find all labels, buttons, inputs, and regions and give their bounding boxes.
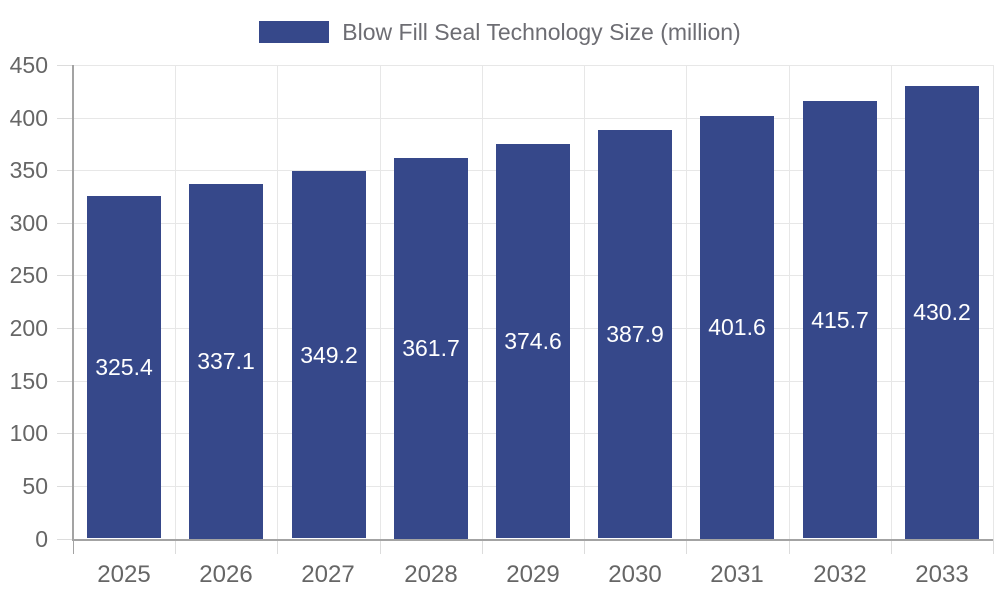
gridline-horizontal <box>73 118 993 119</box>
x-axis-tick <box>277 539 278 554</box>
y-axis-tick <box>57 118 73 119</box>
gridline-vertical <box>277 65 278 539</box>
x-axis-tick <box>686 539 687 554</box>
bar-2029: 374.6 <box>496 144 570 538</box>
x-axis-tick <box>891 539 892 554</box>
bar-value-label: 337.1 <box>197 348 255 374</box>
y-axis-tick-label: 0 <box>35 526 48 552</box>
x-axis-tick-label: 2033 <box>915 561 969 588</box>
x-axis-tick-label: 2031 <box>710 561 764 588</box>
x-axis-tick-label: 2026 <box>199 561 253 588</box>
x-axis-tick <box>380 539 381 554</box>
bar-value-label: 361.7 <box>402 335 460 361</box>
x-axis-tick <box>73 539 74 554</box>
y-axis-tick <box>57 275 73 276</box>
y-axis-tick-label: 400 <box>9 105 48 131</box>
bar-value-label: 325.4 <box>95 354 153 380</box>
x-axis-tick-label: 2029 <box>506 561 560 588</box>
y-axis-tick-label: 250 <box>9 262 48 288</box>
gridline-vertical <box>482 65 483 539</box>
gridline-vertical <box>789 65 790 539</box>
y-axis-tick-label: 350 <box>9 157 48 183</box>
bar-value-label: 374.6 <box>504 328 562 354</box>
y-axis-tick <box>57 381 73 382</box>
y-axis-tick-label: 200 <box>9 315 48 341</box>
gridline-vertical <box>175 65 176 539</box>
y-axis-tick <box>57 433 73 434</box>
bar-value-label: 349.2 <box>300 342 358 368</box>
bar-2030: 387.9 <box>598 130 672 538</box>
bar-2028: 361.7 <box>394 158 468 539</box>
bar-value-label: 415.7 <box>811 307 869 333</box>
x-axis-tick <box>175 539 176 554</box>
y-axis-tick-label: 50 <box>22 473 48 499</box>
x-axis-tick-label: 2030 <box>608 561 662 588</box>
y-axis-tick-label: 300 <box>9 210 48 236</box>
x-axis-tick <box>482 539 483 554</box>
legend-series-label[interactable]: Blow Fill Seal Technology Size (million) <box>342 18 741 45</box>
gridline-vertical <box>686 65 687 539</box>
y-axis-tick-label: 450 <box>9 52 48 78</box>
x-axis-tick <box>789 539 790 554</box>
y-axis-line <box>72 65 74 540</box>
x-axis-tick <box>993 539 994 554</box>
x-axis-tick-label: 2025 <box>97 561 151 588</box>
x-axis-tick-label: 2027 <box>301 561 355 588</box>
x-axis-tick <box>584 539 585 554</box>
gridline-vertical <box>584 65 585 539</box>
legend-swatch-icon <box>259 21 330 43</box>
gridline-vertical <box>993 65 994 539</box>
y-axis-tick <box>57 328 73 329</box>
x-axis-line <box>72 539 993 541</box>
bar-value-label: 401.6 <box>708 314 766 340</box>
x-axis-tick-label: 2032 <box>813 561 867 588</box>
bar-value-label: 430.2 <box>913 299 971 325</box>
gridline-vertical <box>380 65 381 539</box>
y-axis-tick <box>57 539 73 540</box>
y-axis-tick <box>57 170 73 171</box>
bar-2032: 415.7 <box>803 101 877 538</box>
bar-value-label: 387.9 <box>606 321 664 347</box>
y-axis-tick <box>57 223 73 224</box>
x-axis-tick-label: 2028 <box>404 561 458 588</box>
y-axis-tick-label: 100 <box>9 420 48 446</box>
bar-2031: 401.6 <box>700 116 774 539</box>
y-axis-tick <box>57 486 73 487</box>
gridline-vertical <box>891 65 892 539</box>
y-axis-tick <box>57 65 73 66</box>
bar-2033: 430.2 <box>905 86 979 539</box>
gridline-horizontal <box>73 65 993 66</box>
chart-legend: Blow Fill Seal Technology Size (million) <box>0 19 1000 45</box>
bar-2027: 349.2 <box>292 171 366 538</box>
bar-2025: 325.4 <box>87 196 161 538</box>
y-axis-tick-label: 150 <box>9 368 48 394</box>
bar-2026: 337.1 <box>189 184 263 539</box>
